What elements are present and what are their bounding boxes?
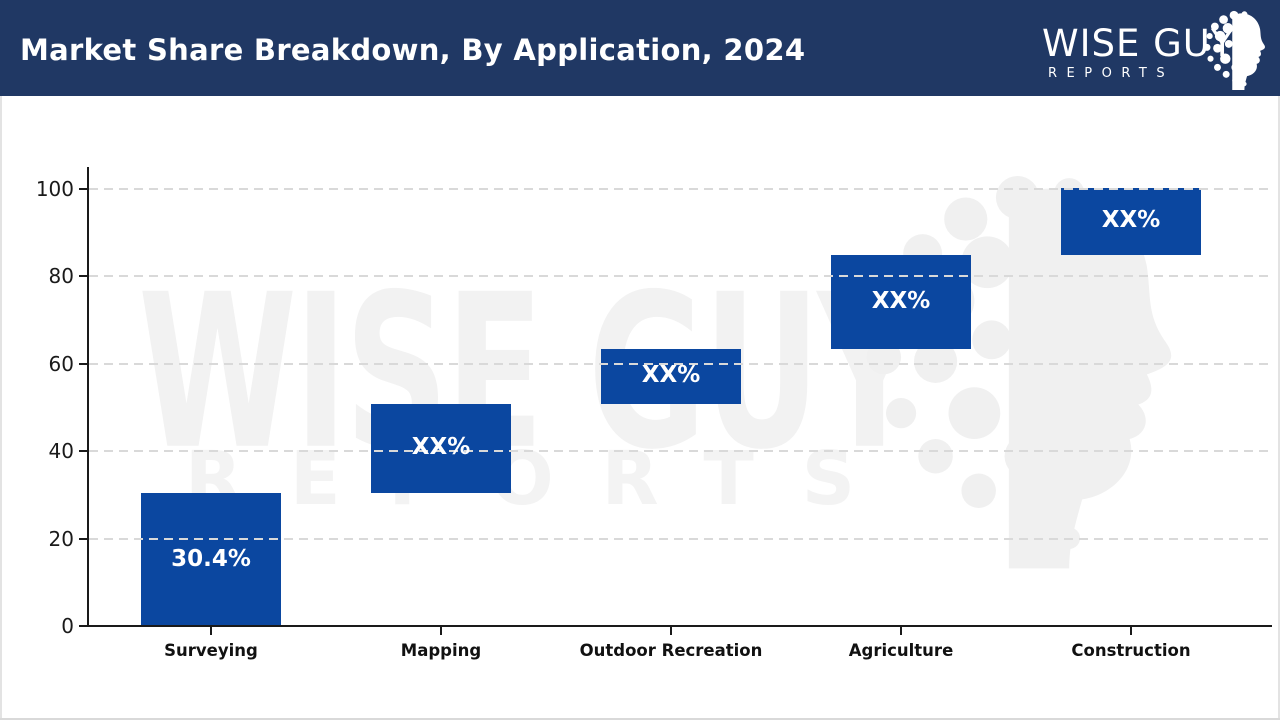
- y-tick-mark: [79, 450, 87, 453]
- bar: [141, 493, 281, 626]
- x-tick-mark: [900, 627, 902, 635]
- watermark-text-line2: REPORTS: [185, 436, 904, 522]
- wiseguy-logo: WISE GUY REPORTS: [1012, 6, 1270, 90]
- y-tick-mark: [79, 625, 87, 627]
- page-edge-left: [0, 96, 2, 720]
- y-axis-line: [87, 167, 89, 627]
- bar: [601, 348, 741, 404]
- y-tick-mark: [79, 188, 87, 190]
- x-tick-mark: [440, 627, 442, 635]
- page-edge-bottom: [0, 718, 1280, 720]
- gridline: [89, 537, 1272, 540]
- bar-value-label: XX%: [871, 287, 931, 314]
- y-tick-label: 40: [48, 439, 74, 464]
- bar-value-label: XX%: [411, 434, 471, 461]
- header: Market Share Breakdown, By Application, …: [0, 0, 1280, 96]
- page-title: Market Share Breakdown, By Application, …: [20, 33, 806, 67]
- y-tick-label: 80: [48, 264, 74, 289]
- page-edge-right: [1278, 96, 1280, 720]
- x-tick-label: Outdoor Recreation: [579, 641, 763, 660]
- x-tick-label: Surveying: [164, 641, 258, 660]
- logo-subtext: REPORTS: [1048, 66, 1175, 81]
- gridline: [89, 450, 1272, 453]
- x-tick-mark: [1130, 627, 1132, 635]
- y-tick-mark: [79, 275, 87, 278]
- y-tick-mark: [79, 362, 87, 365]
- bar: [1061, 187, 1201, 255]
- bar: [831, 254, 971, 349]
- logo-text: WISE GUY: [1042, 22, 1235, 65]
- logo-face-icon: [1203, 10, 1265, 90]
- x-tick-mark: [210, 627, 212, 635]
- gridline: [89, 275, 1272, 278]
- y-tick-mark: [79, 537, 87, 540]
- y-tick-label: 100: [35, 177, 74, 201]
- gridline: [89, 188, 1272, 190]
- y-tick-label: 20: [48, 526, 74, 551]
- y-tick-label: 60: [48, 351, 74, 376]
- x-tick-label: Mapping: [400, 641, 482, 660]
- x-tick-label: Construction: [1071, 641, 1191, 660]
- gridline: [89, 362, 1272, 365]
- x-tick-mark: [670, 627, 672, 635]
- x-tick-label: Agriculture: [848, 641, 954, 660]
- bar: [371, 403, 511, 494]
- bar-value-label: XX%: [1101, 207, 1161, 234]
- bar-value-label: 30.4%: [171, 545, 251, 572]
- watermark-text-line1: WISE GUY: [138, 248, 922, 497]
- bar-value-label: XX%: [641, 362, 701, 389]
- x-axis-line: [87, 625, 1272, 627]
- y-tick-label: 0: [61, 614, 74, 638]
